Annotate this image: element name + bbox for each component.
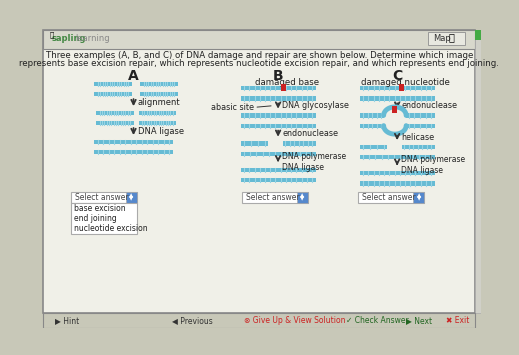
Bar [71, 192, 137, 203]
Text: sapling: sapling [52, 34, 86, 43]
Text: ▶ Next: ▶ Next [406, 316, 432, 325]
Bar [360, 86, 434, 90]
Text: endonuclease: endonuclease [282, 129, 338, 138]
Bar [96, 121, 133, 125]
Bar [94, 82, 132, 86]
Bar [360, 96, 434, 100]
Bar [126, 192, 137, 203]
Text: B: B [273, 69, 283, 83]
Text: DNA ligase: DNA ligase [138, 127, 184, 136]
Text: ▶ Hint: ▶ Hint [56, 316, 79, 325]
Bar [358, 192, 425, 203]
Text: ◀ Previous: ◀ Previous [172, 316, 213, 325]
Bar [71, 203, 137, 234]
Text: endonuclease: endonuclease [401, 101, 457, 110]
Bar [140, 92, 177, 96]
Bar [241, 152, 316, 156]
Text: nucleotide excision: nucleotide excision [74, 224, 147, 234]
Bar [474, 30, 481, 40]
Text: ✓ Check Answer: ✓ Check Answer [346, 316, 409, 325]
Bar [428, 32, 465, 45]
Text: end joining: end joining [74, 214, 117, 223]
Text: damaged nucleotide: damaged nucleotide [361, 78, 450, 87]
Text: Three examples (A, B, and C) of DNA damage and repair are shown below. Determine: Three examples (A, B, and C) of DNA dama… [46, 51, 473, 60]
Text: ✖ Exit: ✖ Exit [446, 316, 470, 325]
Text: ▲: ▲ [129, 193, 133, 198]
Text: ▼: ▼ [129, 197, 133, 202]
Text: C: C [392, 69, 402, 83]
Text: A: A [128, 69, 139, 83]
Bar [241, 113, 316, 118]
Bar [94, 92, 132, 96]
Bar [94, 150, 173, 154]
Bar [413, 192, 425, 203]
Bar [140, 82, 177, 86]
Text: base excision: base excision [74, 204, 126, 213]
Text: represents base excision repair, which represents nucleotide excision repair, an: represents base excision repair, which r… [19, 60, 499, 69]
Text: helicase: helicase [401, 133, 434, 142]
Text: DNA glycosylase: DNA glycosylase [282, 101, 349, 110]
Text: Select answer: Select answer [362, 193, 416, 202]
Bar [399, 84, 404, 91]
Bar [297, 192, 308, 203]
Bar [360, 181, 434, 186]
Bar [241, 124, 316, 128]
Bar [402, 145, 434, 149]
Text: ▼: ▼ [417, 197, 421, 202]
Bar [241, 178, 316, 182]
Text: ⊗ Give Up & View Solution: ⊗ Give Up & View Solution [244, 316, 346, 325]
Bar [406, 124, 434, 128]
Text: ▲: ▲ [417, 193, 421, 198]
Bar [241, 192, 308, 203]
Bar [241, 96, 316, 100]
Bar [282, 141, 316, 146]
Bar [360, 171, 434, 175]
Bar [139, 111, 176, 115]
Text: ▲: ▲ [300, 193, 305, 198]
Text: alignment: alignment [138, 98, 181, 107]
Text: 🌿: 🌿 [49, 32, 53, 38]
Bar [281, 84, 286, 91]
Text: learning: learning [76, 34, 111, 43]
Text: ▼: ▼ [300, 197, 305, 202]
Text: Select answer: Select answer [246, 193, 299, 202]
Bar [241, 141, 268, 146]
Bar [44, 313, 474, 328]
Bar [406, 113, 434, 118]
Bar [241, 86, 316, 90]
Bar [360, 124, 384, 128]
Bar [139, 121, 176, 125]
Bar [474, 30, 481, 313]
Text: DNA polymerase
DNA ligase: DNA polymerase DNA ligase [401, 155, 466, 175]
Bar [94, 140, 173, 144]
Text: DNA polymerase
DNA ligase: DNA polymerase DNA ligase [282, 152, 347, 172]
Bar [241, 168, 316, 172]
Text: damaged base: damaged base [254, 78, 319, 87]
Bar [360, 113, 384, 118]
Bar [360, 155, 434, 159]
Bar [360, 145, 387, 149]
Bar [44, 30, 474, 49]
Text: abasic site: abasic site [211, 103, 254, 112]
Bar [96, 111, 133, 115]
Bar [392, 106, 398, 113]
Text: Map: Map [433, 34, 450, 43]
Text: 🗺: 🗺 [448, 32, 454, 42]
Text: Select answer: Select answer [75, 193, 129, 202]
